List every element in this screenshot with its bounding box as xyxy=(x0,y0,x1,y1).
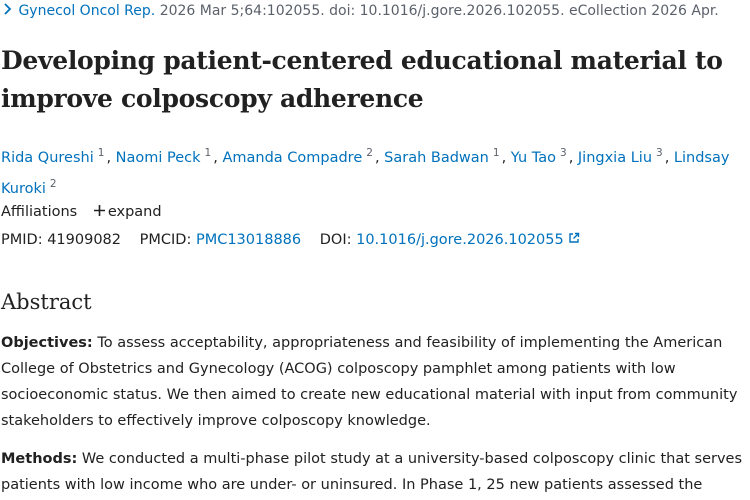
author-link[interactable]: Sarah Badwan xyxy=(384,149,489,166)
author-link[interactable]: Lindsay Kuroki xyxy=(1,149,730,197)
external-link-icon xyxy=(569,232,580,243)
author-separator: , xyxy=(213,149,218,166)
author-link[interactable]: Rida Qureshi xyxy=(1,149,94,166)
affiliation-number[interactable]: 3 xyxy=(656,147,663,159)
chevron-icon xyxy=(4,3,12,15)
abstract-body: Objectives: To assess acceptability, app… xyxy=(1,330,746,500)
doi-link[interactable]: 10.1016/j.gore.2026.102055 xyxy=(356,232,564,248)
affiliations: Affiliations expand xyxy=(1,204,162,220)
abstract-heading: Abstract xyxy=(1,290,92,314)
section-label: Methods: xyxy=(1,451,78,467)
author-link[interactable]: Amanda Compadre xyxy=(222,149,363,166)
citation: Gynecol Oncol Rep. 2026 Mar 5;64:102055.… xyxy=(2,3,719,19)
author-separator: , xyxy=(106,149,112,166)
identifiers: PMID: 41909082 PMCID: PMC13018886 DOI: 1… xyxy=(1,232,580,248)
author-list: Rida Qureshi 1, Naomi Peck 1, Amanda Compa… xyxy=(1,140,741,202)
author-link[interactable]: Jingxia Liu xyxy=(577,149,653,166)
affiliations-label: Affiliations xyxy=(1,204,78,220)
expand-text[interactable]: expand xyxy=(107,204,162,220)
pmcid-link[interactable]: PMC13018886 xyxy=(195,232,302,248)
author-separator: , xyxy=(374,149,380,166)
section-text: To assess acceptability, appropriateness… xyxy=(1,335,738,429)
affiliation-number[interactable]: 2 xyxy=(49,177,57,190)
plus-icon xyxy=(93,205,105,216)
abstract-section: Objectives: To assess acceptability, app… xyxy=(1,330,746,434)
pmid-label: PMID: xyxy=(1,232,43,248)
affiliation-number[interactable]: 1 xyxy=(204,147,212,159)
journal-link[interactable]: Gynecol Oncol Rep. xyxy=(18,3,156,19)
doi-label: DOI: xyxy=(319,232,352,248)
section-label: Objectives: xyxy=(1,335,93,351)
author-separator: , xyxy=(568,149,574,166)
expand-toggle[interactable]: expand xyxy=(82,204,162,220)
affiliation-number[interactable]: 1 xyxy=(492,147,500,159)
affiliation-number[interactable]: 3 xyxy=(560,147,567,159)
citation-details: 2026 Mar 5;64:102055. doi: 10.1016/j.gor… xyxy=(159,3,719,19)
author-separator: , xyxy=(501,149,507,166)
abstract-section: Methods: We conducted a multi-phase pilo… xyxy=(1,446,746,498)
article-title: Developing patient-centered educational … xyxy=(1,46,723,113)
author-link[interactable]: Naomi Peck xyxy=(115,149,201,166)
affiliation-number[interactable]: 2 xyxy=(366,147,373,159)
author-separator: , xyxy=(664,149,670,166)
pmcid-label: PMCID: xyxy=(139,232,192,248)
author-link[interactable]: Yu Tao xyxy=(510,149,556,166)
affiliation-number[interactable]: 1 xyxy=(97,147,105,159)
pmid: 41909082 xyxy=(47,232,122,248)
section-text: We conducted a multi-phase pilot study a… xyxy=(1,451,743,493)
